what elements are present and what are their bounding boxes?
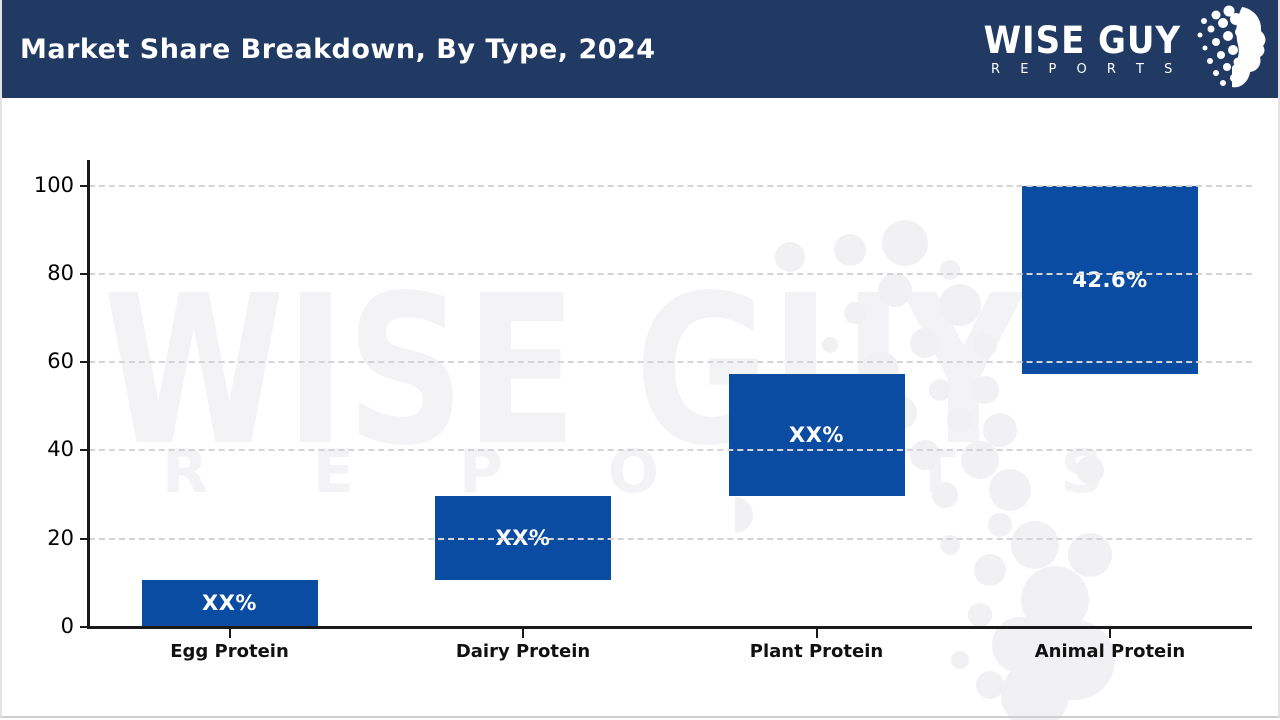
bar-plant-protein: XX% [728,373,905,496]
bar-animal-protein: 42.6% [1022,185,1198,374]
x-tickmark [815,629,818,638]
y-tick-label: 20 [47,525,74,550]
wiseguy-logo-text: WISE GUY R E P O R T S [975,22,1190,76]
y-tick-label: 0 [60,614,74,638]
gridline-60 [89,361,1252,364]
chart-canvas: 0 20 40 60 80 100 XX% Egg Protein XX% Dairy Prote… [0,98,1280,720]
y-tick-label: 60 [47,349,74,374]
y-tickmark-100 [80,184,89,187]
watermark-head-dots [735,220,1115,720]
bar-value-label: XX% [202,591,257,616]
gridline-100 [89,184,1252,187]
y-tick-label: 80 [47,260,74,285]
gridline-80 [89,272,1252,275]
page-title: Market Share Breakdown, By Type, 2024 [20,33,656,65]
y-tick-label: 40 [47,437,74,462]
x-tick-label: Animal Protein [1034,641,1186,662]
x-tickmark [1109,629,1111,638]
x-tick-label: Dairy Protein [455,641,591,662]
x-tick-label: Plant Protein [749,641,884,662]
y-tickmark-60 [80,361,89,364]
gridline-20 [89,537,1252,540]
bar-value-label: 42.6% [1072,267,1148,292]
x-tickmark [522,629,524,638]
y-tickmark-20 [80,537,89,540]
bar-value-label: XX% [789,422,844,447]
y-axis-line [87,160,90,629]
wiseguy-logo: WISE GUY R E P O R T S [975,5,1266,93]
y-tick-label: 100 [33,172,74,197]
y-tickmark-80 [80,272,89,275]
gridline-40 [89,449,1252,452]
x-tickmark [228,629,231,638]
logo-wordmark: WISE GUY [983,19,1182,62]
header-banner: Market Share Breakdown, By Type, 2024 WI… [0,0,1280,98]
bar-egg-protein: XX% [141,579,318,627]
y-tickmark-40 [80,449,89,452]
x-tick-label: Egg Protein [170,641,289,662]
logo-subtitle: R E P O R T S [991,62,1181,77]
y-tickmark-0 [80,626,89,628]
wiseguy-head-icon [1197,5,1266,88]
x-axis-line [87,626,1252,629]
